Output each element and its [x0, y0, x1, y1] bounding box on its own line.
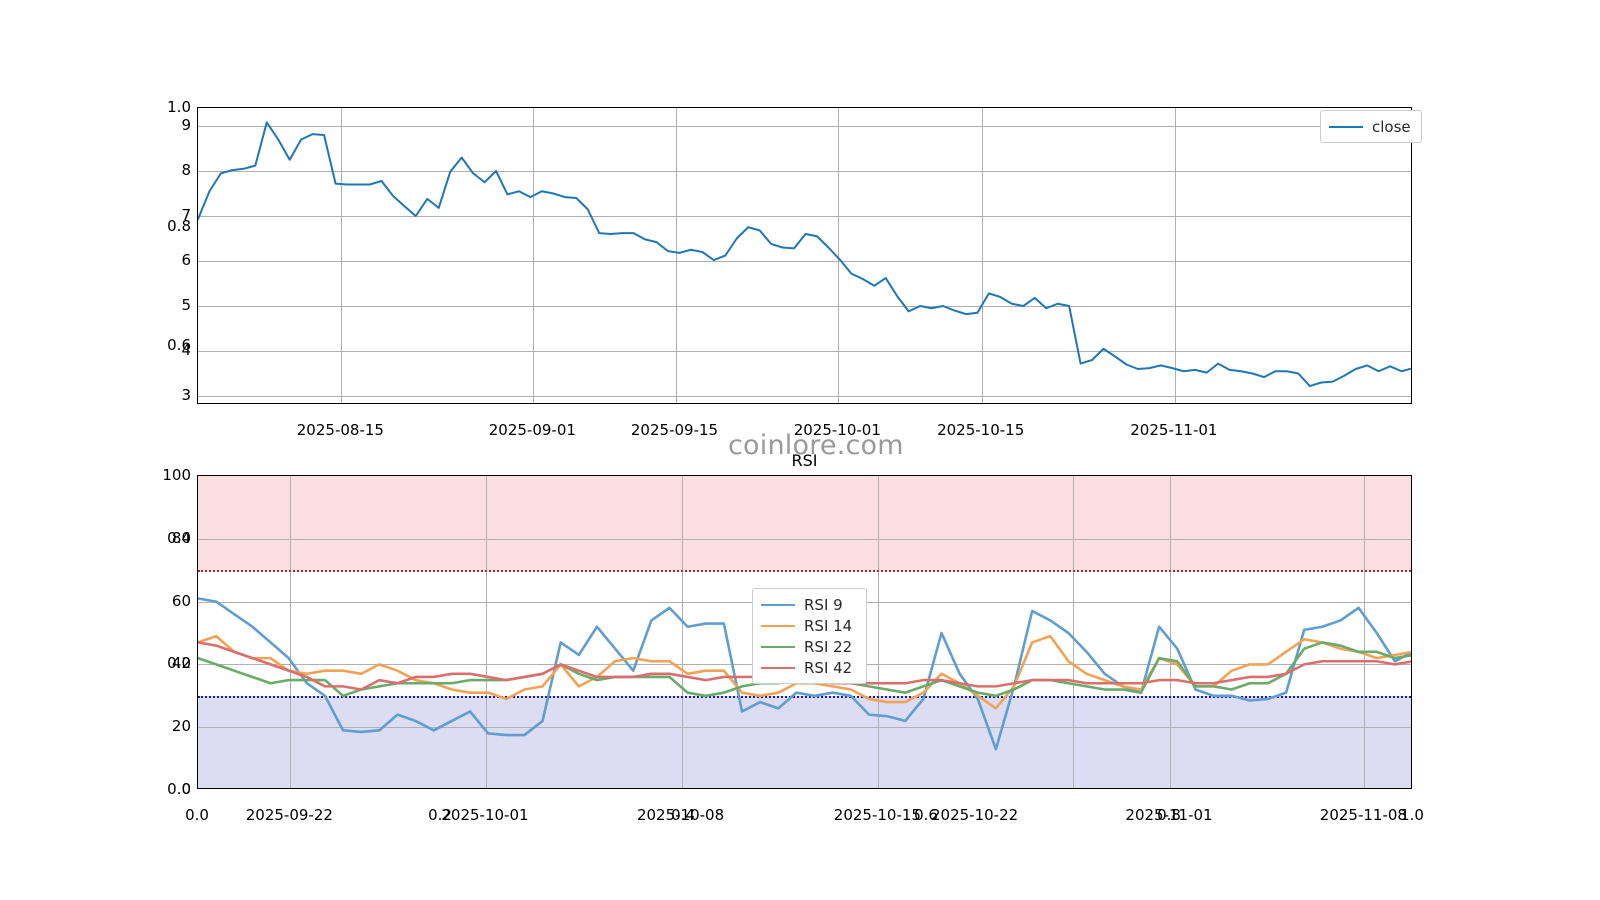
price-y-tick: 7 [181, 206, 191, 224]
close-price-line [198, 121, 1411, 388]
rsi-y-tick-phantom: 0.2 [167, 654, 191, 673]
price-x-tick: 2025-09-01 [488, 421, 576, 439]
gridline [198, 396, 1411, 397]
gridline [1364, 476, 1366, 788]
rsi-x-tick: 2025-10-22 [931, 806, 1019, 824]
gridline [341, 108, 343, 403]
rsi-legend: RSI 9 RSI 14 RSI 22 RSI 42 [752, 588, 868, 684]
overbought-band [198, 476, 1411, 571]
gridline [198, 306, 1411, 307]
oversold-band [198, 695, 1411, 788]
rsi-x-tick-phantom: 0.8 [1157, 806, 1181, 824]
gridline [198, 126, 1411, 127]
price-y-tick: 9 [181, 116, 191, 134]
price-plot-area [198, 108, 1411, 403]
gridline [533, 108, 535, 403]
gridline [1174, 108, 1176, 403]
rsi-y-tick: 40 [171, 654, 191, 673]
price-x-tick: 2025-10-01 [793, 421, 881, 439]
legend-item: RSI 42 [753, 657, 852, 678]
price-y-tick: 8 [181, 161, 191, 179]
rsi-x-tick: 2025-10-01 [441, 806, 529, 824]
price-y-tick-phantom: 0.8 [167, 216, 191, 235]
price-y-tick: 6 [181, 251, 191, 269]
gridline [878, 476, 880, 788]
rsi-plot-area [198, 476, 1411, 788]
gridline [981, 108, 983, 403]
rsi-x-tick: 2025-11-01 [1125, 806, 1213, 824]
legend-swatch [761, 645, 795, 648]
gridline [1072, 476, 1074, 788]
legend-label: RSI 42 [804, 658, 853, 677]
gridline [198, 171, 1411, 172]
rsi-y-tick: 100 [162, 466, 191, 484]
price-y-tick: 3 [181, 386, 191, 404]
gridline [198, 727, 1411, 729]
gridline [290, 476, 292, 788]
gridline [681, 476, 683, 788]
rsi-chart-axes [197, 475, 1412, 789]
gridline [198, 538, 1411, 540]
price-chart-axes [197, 107, 1412, 404]
rsi-x-tick: 2025-10-08 [636, 806, 725, 824]
gridline [838, 108, 840, 403]
price-x-tick: 2025-09-15 [630, 421, 719, 439]
gridline [675, 108, 677, 403]
rsi-title: RSI [791, 451, 818, 470]
gridline [1170, 476, 1171, 788]
rsi-x-tick-phantom: 0.4 [671, 806, 695, 824]
gridline [198, 351, 1411, 352]
gridline [198, 216, 1411, 217]
rsi-y-tick-phantom: 0.0 [167, 780, 191, 798]
rsi-x-tick-phantom: 0.0 [185, 806, 209, 824]
overbought-threshold-line [198, 570, 1411, 573]
price-y-tick-phantom: 0.6 [167, 335, 191, 354]
rsi-y-tick: 80 [171, 528, 191, 547]
gridline [486, 476, 487, 788]
legend-item: close [1321, 116, 1411, 137]
rsi-y-tick-phantom: 0.4 [167, 528, 191, 547]
legend-item: RSI 9 [753, 594, 852, 615]
legend-label: RSI 22 [804, 637, 853, 656]
rsi-x-tick: 2025-09-22 [245, 806, 333, 824]
rsi-x-tick-phantom: 0.2 [428, 806, 452, 824]
price-y-tick-phantom: 1.0 [167, 98, 191, 116]
price-x-tick: 2025-11-01 [1130, 421, 1218, 439]
price-y-tick: 4 [181, 341, 191, 359]
rsi-x-tick: 2025-11-08 [1319, 806, 1407, 824]
price-x-tick: 2025-08-15 [296, 421, 384, 439]
rsi-x-tick-phantom: 0.6 [914, 806, 938, 824]
rsi-y-tick: 0 [181, 780, 191, 798]
legend-label: RSI 9 [804, 595, 843, 614]
legend-swatch [761, 666, 795, 669]
legend-swatch [1329, 125, 1363, 128]
legend-swatch [761, 624, 795, 627]
rsi-x-tick-phantom: 1.0 [1400, 806, 1424, 824]
watermark: coinlore.com [728, 430, 904, 461]
price-x-tick: 2025-10-15 [937, 421, 1025, 439]
oversold-threshold-line [198, 695, 1411, 698]
legend-item: RSI 14 [753, 615, 852, 636]
legend-item: RSI 22 [753, 636, 852, 657]
legend-label: RSI 14 [804, 616, 853, 635]
price-legend: close [1320, 110, 1422, 143]
rsi-x-tick: 2025-10-15 [833, 806, 921, 824]
legend-swatch [761, 603, 795, 606]
legend-label: close [1372, 117, 1411, 136]
price-y-tick: 5 [181, 296, 191, 314]
rsi-y-tick: 20 [171, 717, 191, 736]
gridline [198, 261, 1411, 262]
rsi-y-tick: 60 [171, 591, 191, 610]
